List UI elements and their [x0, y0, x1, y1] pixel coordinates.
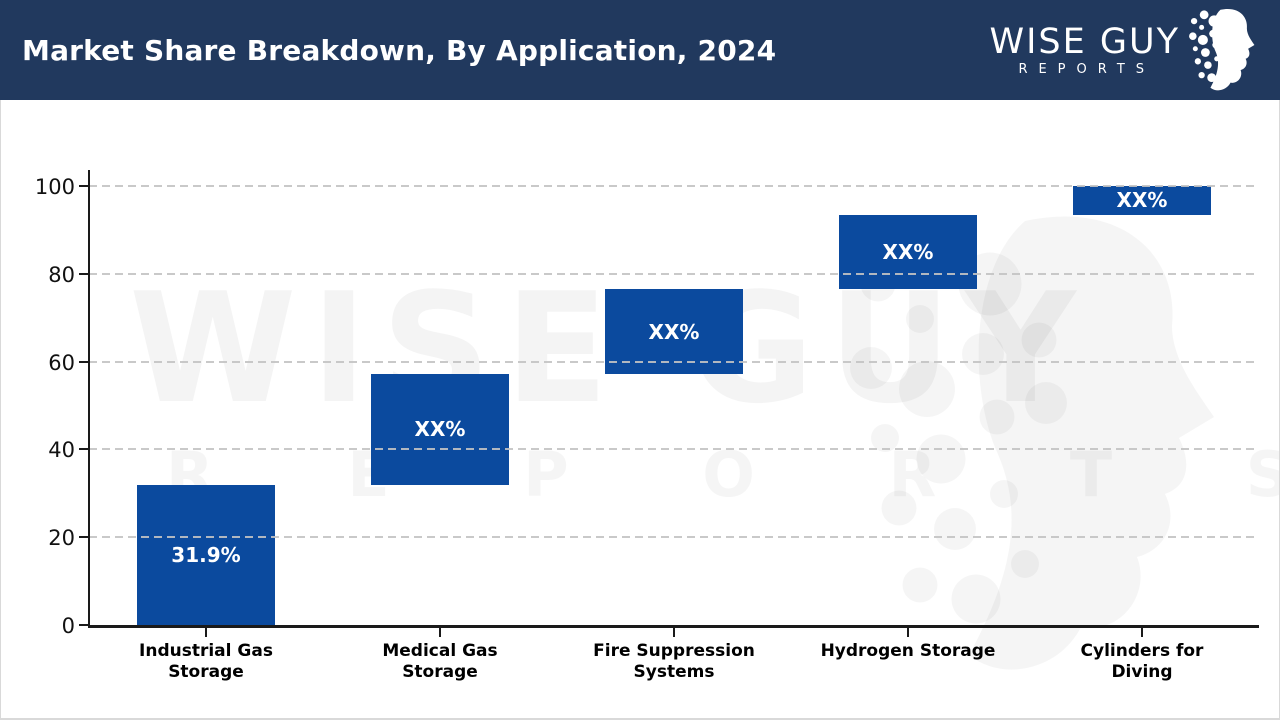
brand-logo: WISE GUY REPORTS: [989, 6, 1262, 94]
bar-segment: [839, 214, 977, 290]
gridline: [89, 448, 1259, 451]
x-tick-label: Cylinders for Diving: [1025, 641, 1259, 683]
y-tick-mark: [79, 448, 88, 451]
logo-head-icon: [1189, 8, 1255, 91]
x-tick-label: Hydrogen Storage: [791, 641, 1025, 662]
y-tick-mark: [79, 185, 88, 187]
x-tick-label-line: Industrial Gas: [139, 641, 273, 661]
x-axis: [88, 625, 1259, 628]
plot: 0 20 40 60 80 100 Industrial Gas Storage Medical…: [1, 100, 1279, 718]
header-bar: Market Share Breakdown, By Application, …: [0, 0, 1280, 100]
x-tick-label-line: Diving: [1111, 662, 1173, 682]
bar-segment: [371, 373, 509, 485]
x-tick-label-line: Hydrogen Storage: [820, 641, 996, 661]
logo-wordmark: WISE GUY REPORTS: [989, 24, 1180, 77]
gridline: [89, 185, 1259, 187]
logo-wordmark-line1: WISE GUY: [989, 21, 1180, 62]
x-tick-label-line: Storage: [402, 662, 478, 682]
x-tick-label: Fire Suppression Systems: [557, 641, 791, 683]
x-tick-label-line: Fire Suppression: [593, 641, 755, 661]
y-tick-label: 100: [34, 175, 75, 199]
x-tick-mark: [907, 628, 909, 637]
y-tick-label: 80: [48, 262, 75, 287]
y-tick-label: 60: [48, 350, 75, 375]
gridline: [89, 536, 1259, 539]
x-tick-label: Industrial Gas Storage: [89, 641, 323, 683]
logo-wordmark-line2: REPORTS: [1018, 61, 1156, 77]
bar-value-label: XX%: [882, 240, 934, 265]
bar-value-label: 31.9%: [171, 542, 241, 567]
gridline: [89, 360, 1259, 363]
y-axis: [88, 170, 90, 628]
x-tick-mark: [205, 628, 207, 637]
bar-value-label: XX%: [414, 417, 466, 442]
bar-value-label: XX%: [648, 319, 700, 344]
y-tick-label: 20: [48, 526, 75, 551]
bar-segment: [605, 289, 743, 374]
x-tick-label-line: Cylinders for: [1080, 641, 1204, 661]
y-tick-mark: [79, 360, 88, 363]
y-tick-mark: [79, 272, 88, 275]
y-tick-label: 0: [61, 614, 75, 638]
x-tick-label-line: Medical Gas: [382, 641, 498, 661]
y-tick-mark: [79, 536, 88, 539]
y-tick-mark: [79, 624, 88, 626]
x-tick-label-line: Storage: [168, 662, 244, 682]
y-tick-label: 40: [48, 438, 75, 463]
gridline: [89, 272, 1259, 275]
chart-canvas: WISE GUY R E P O R T S 020406080100Indus…: [0, 100, 1280, 720]
bar-segment: [137, 484, 275, 625]
x-tick-label: Medical Gas Storage: [323, 641, 557, 683]
x-tick-mark: [673, 628, 675, 637]
x-tick-mark: [1141, 628, 1143, 637]
bar-value-label: XX%: [1116, 188, 1168, 213]
x-tick-mark: [439, 628, 441, 637]
page-title: Market Share Breakdown, By Application, …: [22, 33, 777, 67]
x-tick-label-line: Systems: [633, 662, 715, 682]
bar-segment: [1073, 186, 1211, 215]
